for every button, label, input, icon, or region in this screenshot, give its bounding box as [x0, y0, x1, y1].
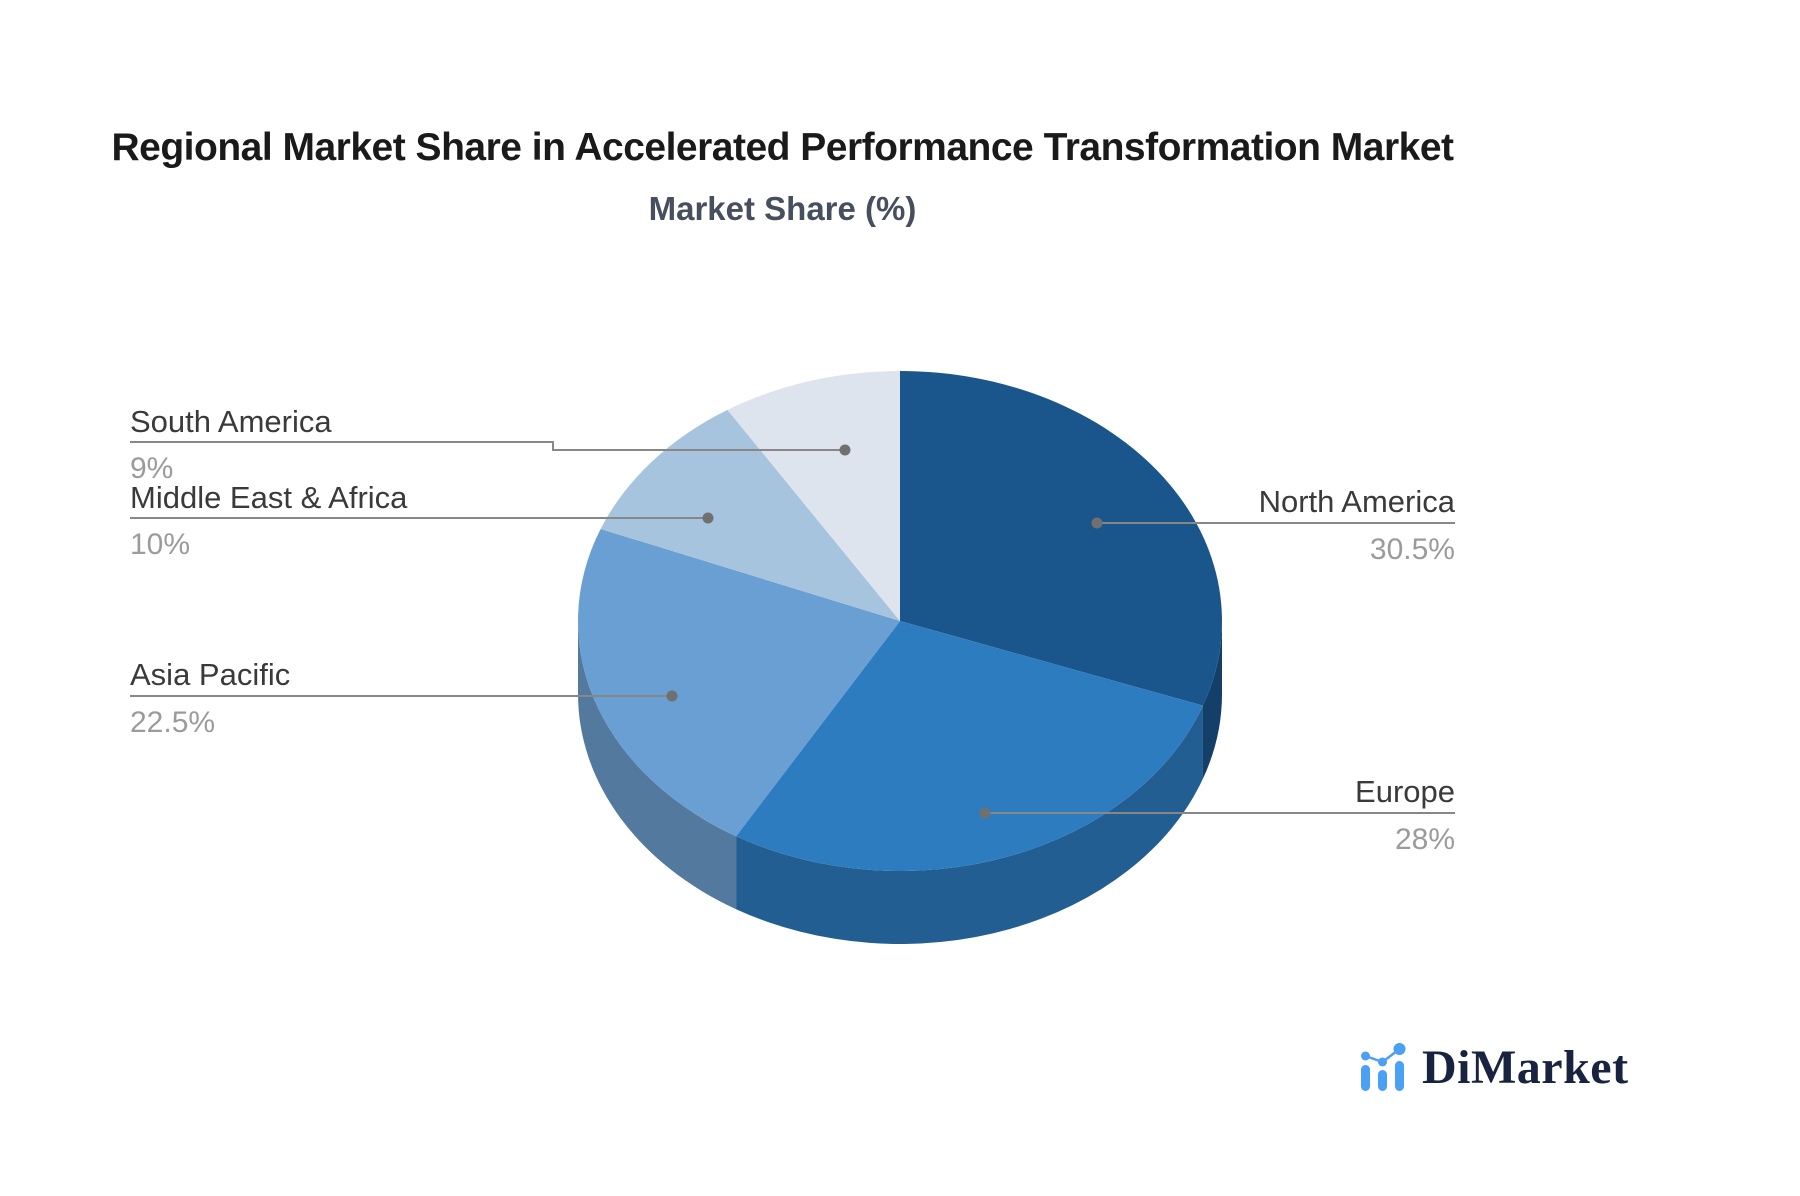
- dimarket-logo-text: DiMarket: [1422, 1041, 1629, 1094]
- leader-line-south-america: [130, 441, 845, 451]
- slice-value-south-america: 9%: [130, 452, 174, 485]
- slice-label-middle-east-africa: Middle East & Africa: [130, 480, 408, 515]
- bar-line-chart-icon: [1361, 1042, 1406, 1091]
- slice-label-north-america: North America: [1258, 484, 1455, 519]
- slice-label-europe: Europe: [1355, 774, 1455, 809]
- pie-slice-side-north-america: [1202, 621, 1222, 779]
- leader-dot-asia-pacific: [666, 690, 678, 702]
- leader-dot-middle-east-africa: [702, 512, 714, 524]
- slice-value-asia-pacific: 22.5%: [130, 706, 216, 739]
- pie-slice-north-america[interactable]: [900, 371, 1222, 706]
- leader-dot-north-america: [1091, 517, 1103, 529]
- leader-dot-europe: [979, 807, 991, 819]
- slice-value-middle-east-africa: 10%: [130, 528, 191, 561]
- dimarket-logo: DiMarket: [1358, 1040, 1629, 1095]
- pie-slice-south-america[interactable]: [727, 371, 900, 621]
- pie-slice-europe[interactable]: [736, 621, 1203, 872]
- leader-dot-south-america: [839, 444, 851, 456]
- slice-value-europe: 28%: [1394, 823, 1455, 856]
- pie-slice-side-asia-pacific: [578, 621, 737, 910]
- pie-slice-side-europe: [736, 705, 1203, 945]
- slice-label-south-america: South America: [130, 404, 332, 439]
- chart-subtitle: Market Share (%): [648, 190, 917, 227]
- slice-label-asia-pacific: Asia Pacific: [130, 657, 291, 692]
- pie-slice-asia-pacific[interactable]: [577, 528, 900, 837]
- pie-slice-middle-east-africa[interactable]: [600, 409, 900, 621]
- chart-title: Regional Market Share in Accelerated Per…: [111, 126, 1454, 169]
- slice-value-north-america: 30.5%: [1369, 533, 1455, 566]
